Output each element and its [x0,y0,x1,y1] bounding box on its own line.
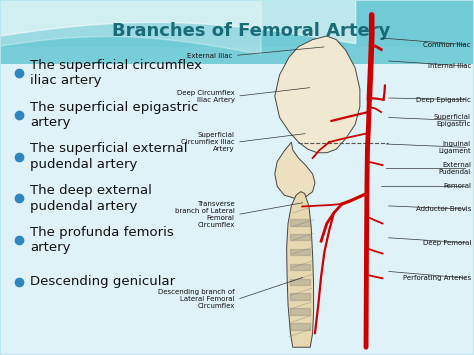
Text: Branches of Femoral Artery: Branches of Femoral Artery [112,22,391,40]
Text: Transverse
branch of Lateral
Femoral
Circumflex: Transverse branch of Lateral Femoral Cir… [175,201,235,228]
Text: Superficial
Circumflex Iliac
Artery: Superficial Circumflex Iliac Artery [181,132,235,152]
Text: Descending branch of
Lateral Femoral
Circumflex: Descending branch of Lateral Femoral Cir… [158,289,235,310]
Text: Inguinal
Ligament: Inguinal Ligament [438,141,471,154]
Text: The deep external
pudendal artery: The deep external pudendal artery [30,184,152,213]
Text: Internal Iliac: Internal Iliac [428,63,471,69]
Text: Descending genicular: Descending genicular [30,275,175,288]
Polygon shape [0,47,474,354]
Polygon shape [0,1,474,64]
Text: The profunda femoris
artery: The profunda femoris artery [30,226,174,254]
Text: External Iliac: External Iliac [187,53,232,59]
Polygon shape [287,192,314,347]
Text: Deep Epigastric: Deep Epigastric [416,97,471,103]
Text: Deep Circumflex
Iliac Artery: Deep Circumflex Iliac Artery [177,90,235,103]
Text: The superficial epigastric
artery: The superficial epigastric artery [30,101,199,129]
Text: The superficial external
pudendal artery: The superficial external pudendal artery [30,142,188,171]
Text: The superficial circumflex
iliac artery: The superficial circumflex iliac artery [30,59,202,87]
Polygon shape [275,36,360,153]
Polygon shape [275,142,315,199]
Text: Adductor Brevis: Adductor Brevis [416,206,471,212]
Text: External
Pudendal: External Pudendal [439,162,471,175]
Text: Perforating Arteries: Perforating Arteries [403,275,471,281]
Text: Superficial
Epigastric: Superficial Epigastric [434,114,471,127]
Text: Femoral: Femoral [443,183,471,189]
Text: Deep Femoral: Deep Femoral [422,240,471,246]
Text: Common Iliac: Common Iliac [423,42,471,48]
